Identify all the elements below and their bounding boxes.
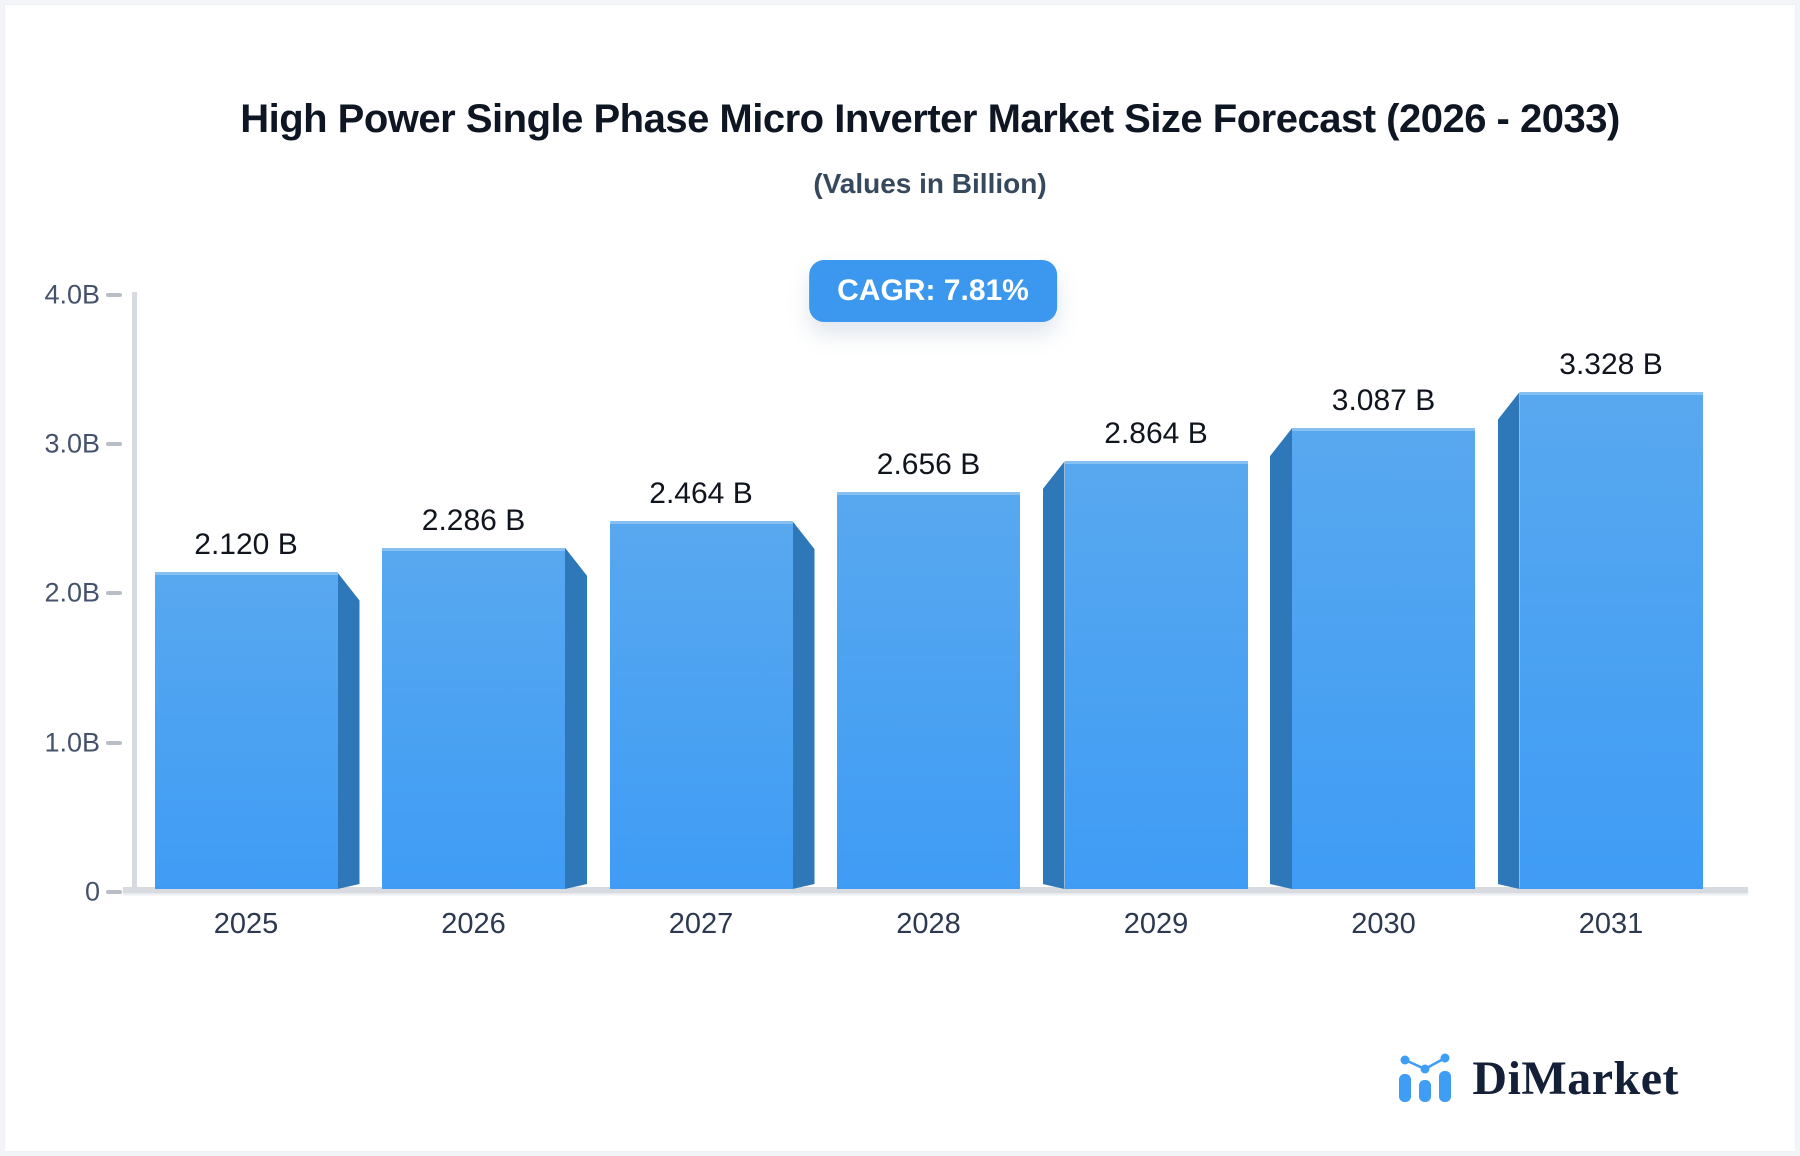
cagr-badge: CAGR: 7.81% [809, 260, 1057, 322]
bar-value-label: 3.328 B [1559, 348, 1663, 382]
dimarket-logo-text: DiMarket [1472, 1051, 1679, 1105]
bar-value-label: 2.120 B [194, 528, 298, 562]
bar-side-face [1498, 392, 1520, 889]
chart-header: High Power Single Phase Micro Inverter M… [65, 97, 1795, 200]
bar [382, 547, 565, 889]
x-axis-category-label: 2025 [213, 908, 279, 940]
x-axis-category-label: 2026 [441, 908, 506, 940]
y-axis-line [132, 292, 137, 893]
bar-value-label: 2.864 B [1104, 417, 1208, 451]
y-axis-tick [106, 740, 122, 745]
y-axis-tick-label: 3.0B [44, 428, 100, 459]
chart-title: High Power Single Phase Micro Inverter M… [240, 97, 1620, 141]
bar-value-label: 2.656 B [876, 448, 981, 482]
bar-value-label: 2.464 B [649, 477, 753, 511]
bar-side-face [1270, 428, 1292, 889]
y-axis-tick-label: 1.0B [44, 727, 100, 758]
y-axis-tick-label: 4.0B [44, 279, 100, 310]
x-axis-category-label: 2031 [1578, 908, 1644, 940]
x-axis-category-label: 2029 [1123, 908, 1189, 940]
y-axis-tick [106, 292, 122, 297]
dimarket-logo: DiMarket [1394, 1049, 1679, 1107]
bar [154, 572, 338, 889]
bar-side-face [793, 521, 815, 889]
bar [1519, 392, 1703, 889]
y-axis-tick [106, 442, 122, 447]
dimarket-logo-icon [1399, 1053, 1452, 1102]
x-axis-category-label: 2027 [668, 908, 734, 940]
bar-side-face [338, 572, 360, 889]
chart-subtitle: (Values in Billion) [813, 168, 1047, 199]
bar [1292, 428, 1475, 889]
x-axis-category-label: 2030 [1351, 908, 1416, 940]
y-axis-tick [106, 890, 122, 894]
plot-area: 4.0B 3.0B 2.0B 1.0B 0 2.120 B 2025 2.286 B 2026 2… [5, 5, 1795, 1151]
bar [609, 521, 793, 889]
bar [837, 492, 1020, 889]
bar-value-label: 2.286 B [421, 503, 526, 537]
chart-card: High Power Single Phase Micro Inverter M… [4, 4, 1796, 1152]
bar-side-face [565, 548, 587, 889]
bar-side-face [1043, 461, 1065, 889]
x-axis-category-label: 2028 [896, 908, 961, 940]
bar [1064, 461, 1248, 889]
x-axis-line [123, 887, 1748, 893]
y-axis-tick [106, 591, 122, 596]
bar-value-label: 3.087 B [1331, 384, 1436, 418]
y-axis-tick-label: 0 [84, 876, 100, 907]
y-axis-tick-label: 2.0B [44, 577, 100, 608]
